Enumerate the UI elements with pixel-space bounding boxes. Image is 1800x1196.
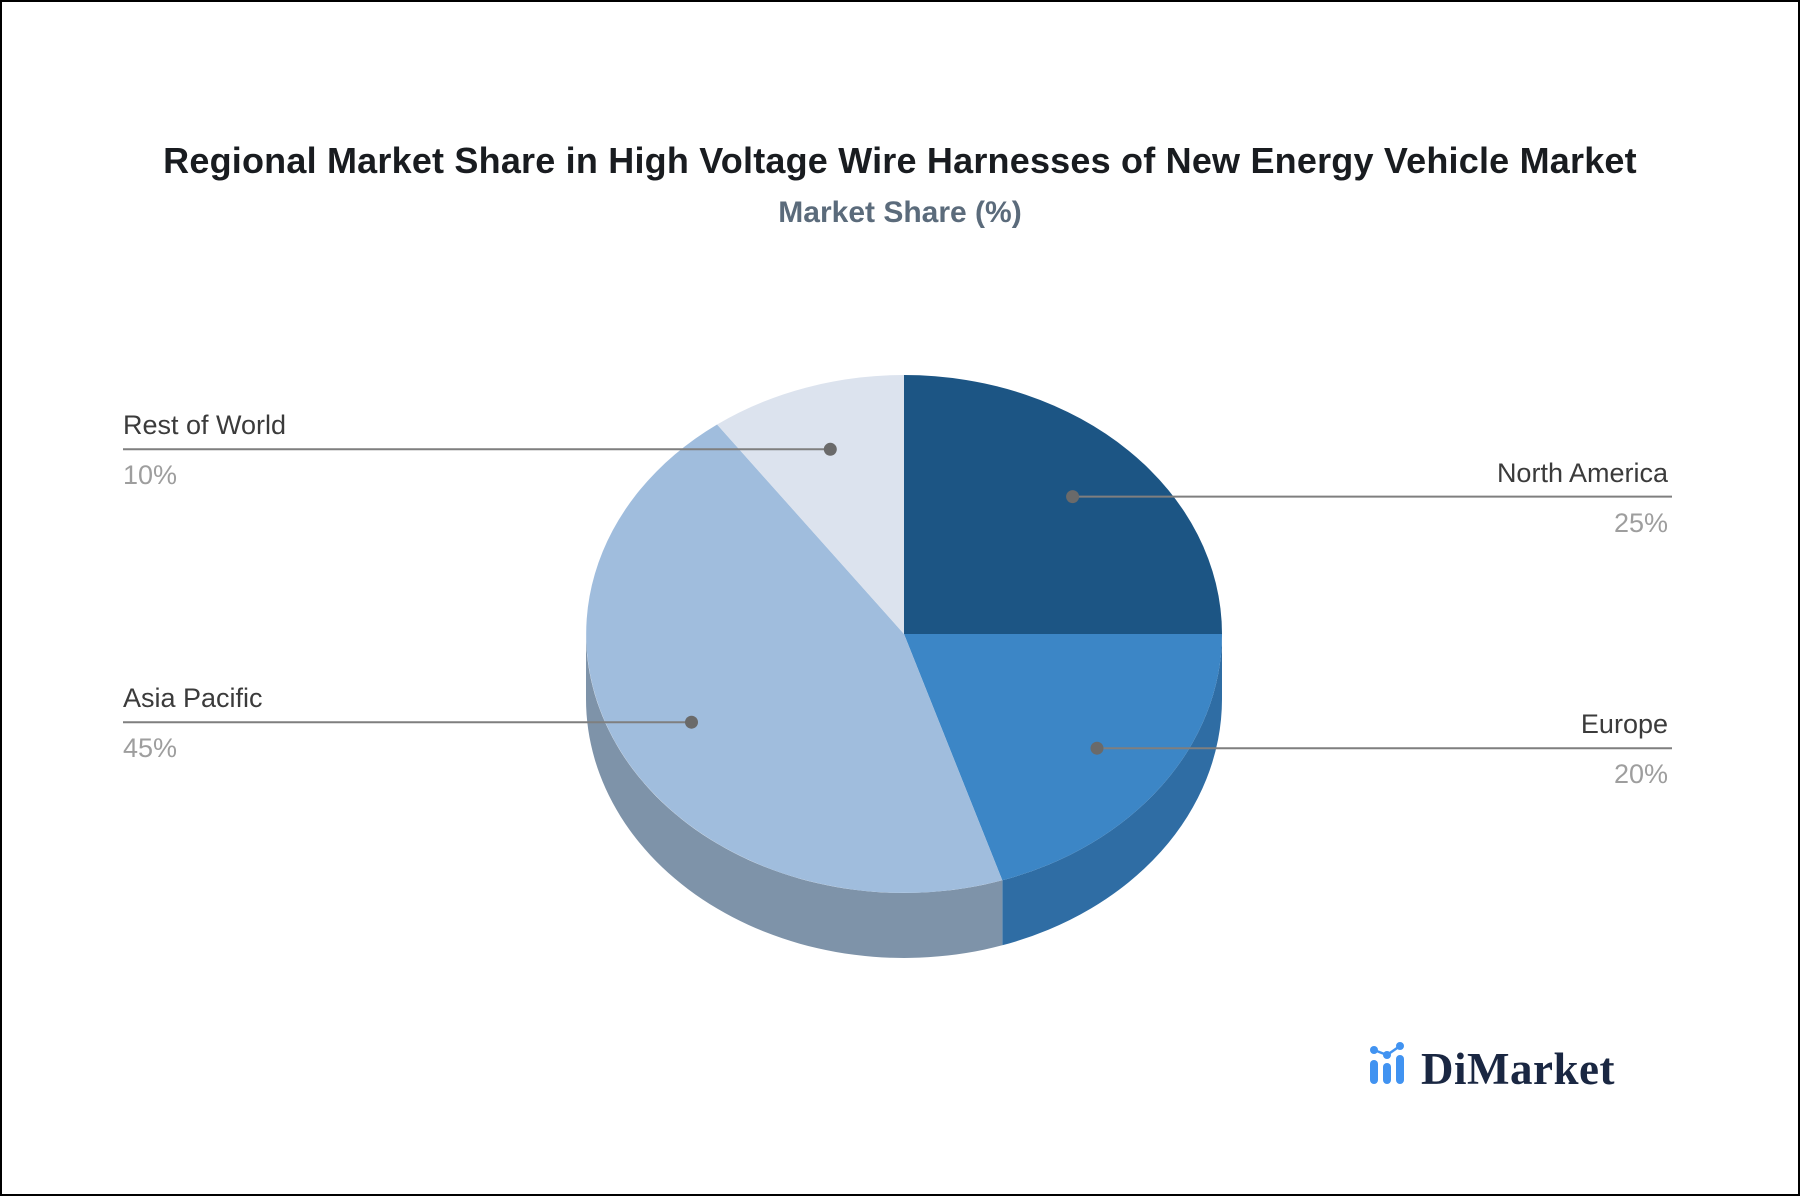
logo-text: DiMarket xyxy=(1421,1044,1615,1094)
pie-slice-rest-of-world[interactable] xyxy=(717,375,904,634)
callout-value: 20% xyxy=(1613,759,1668,790)
callout-label: Rest of World xyxy=(123,410,287,441)
callout-dot-rest-of-world xyxy=(823,442,837,456)
callout-asia-pacific: Asia Pacific 45% xyxy=(123,682,263,764)
callout-dot-asia-pacific xyxy=(685,715,698,729)
callout-dot-north-america xyxy=(1066,490,1080,504)
callout-value: 10% xyxy=(123,460,178,491)
logo-bar-line-chart-icon xyxy=(1370,1042,1404,1084)
pie-slice-europe[interactable] xyxy=(904,634,1222,881)
callout-rest-of-world: Rest of World 10% xyxy=(123,409,286,491)
logo: DiMarket xyxy=(1370,1042,1615,1092)
callout-north-america: North America 25% xyxy=(1497,457,1668,539)
pie-slice-asia-pacific[interactable] xyxy=(586,424,1003,893)
callout-dot-europe xyxy=(1090,741,1104,755)
pie-slice-north-america[interactable] xyxy=(904,375,1222,634)
callout-europe: Europe 20% xyxy=(1581,708,1668,790)
callout-label: Europe xyxy=(1580,709,1668,740)
callout-value: 25% xyxy=(1613,507,1668,538)
callout-value: 45% xyxy=(123,733,178,764)
callout-label: Asia Pacific xyxy=(123,683,263,714)
pie-side-asia-pacific xyxy=(586,634,1003,958)
callout-label: North America xyxy=(1496,457,1668,488)
chart-title: Regional Market Share in High Voltage Wi… xyxy=(163,140,1637,181)
pie-side-europe xyxy=(1002,634,1222,946)
chart-subtitle: Market Share (%) xyxy=(778,196,1022,229)
